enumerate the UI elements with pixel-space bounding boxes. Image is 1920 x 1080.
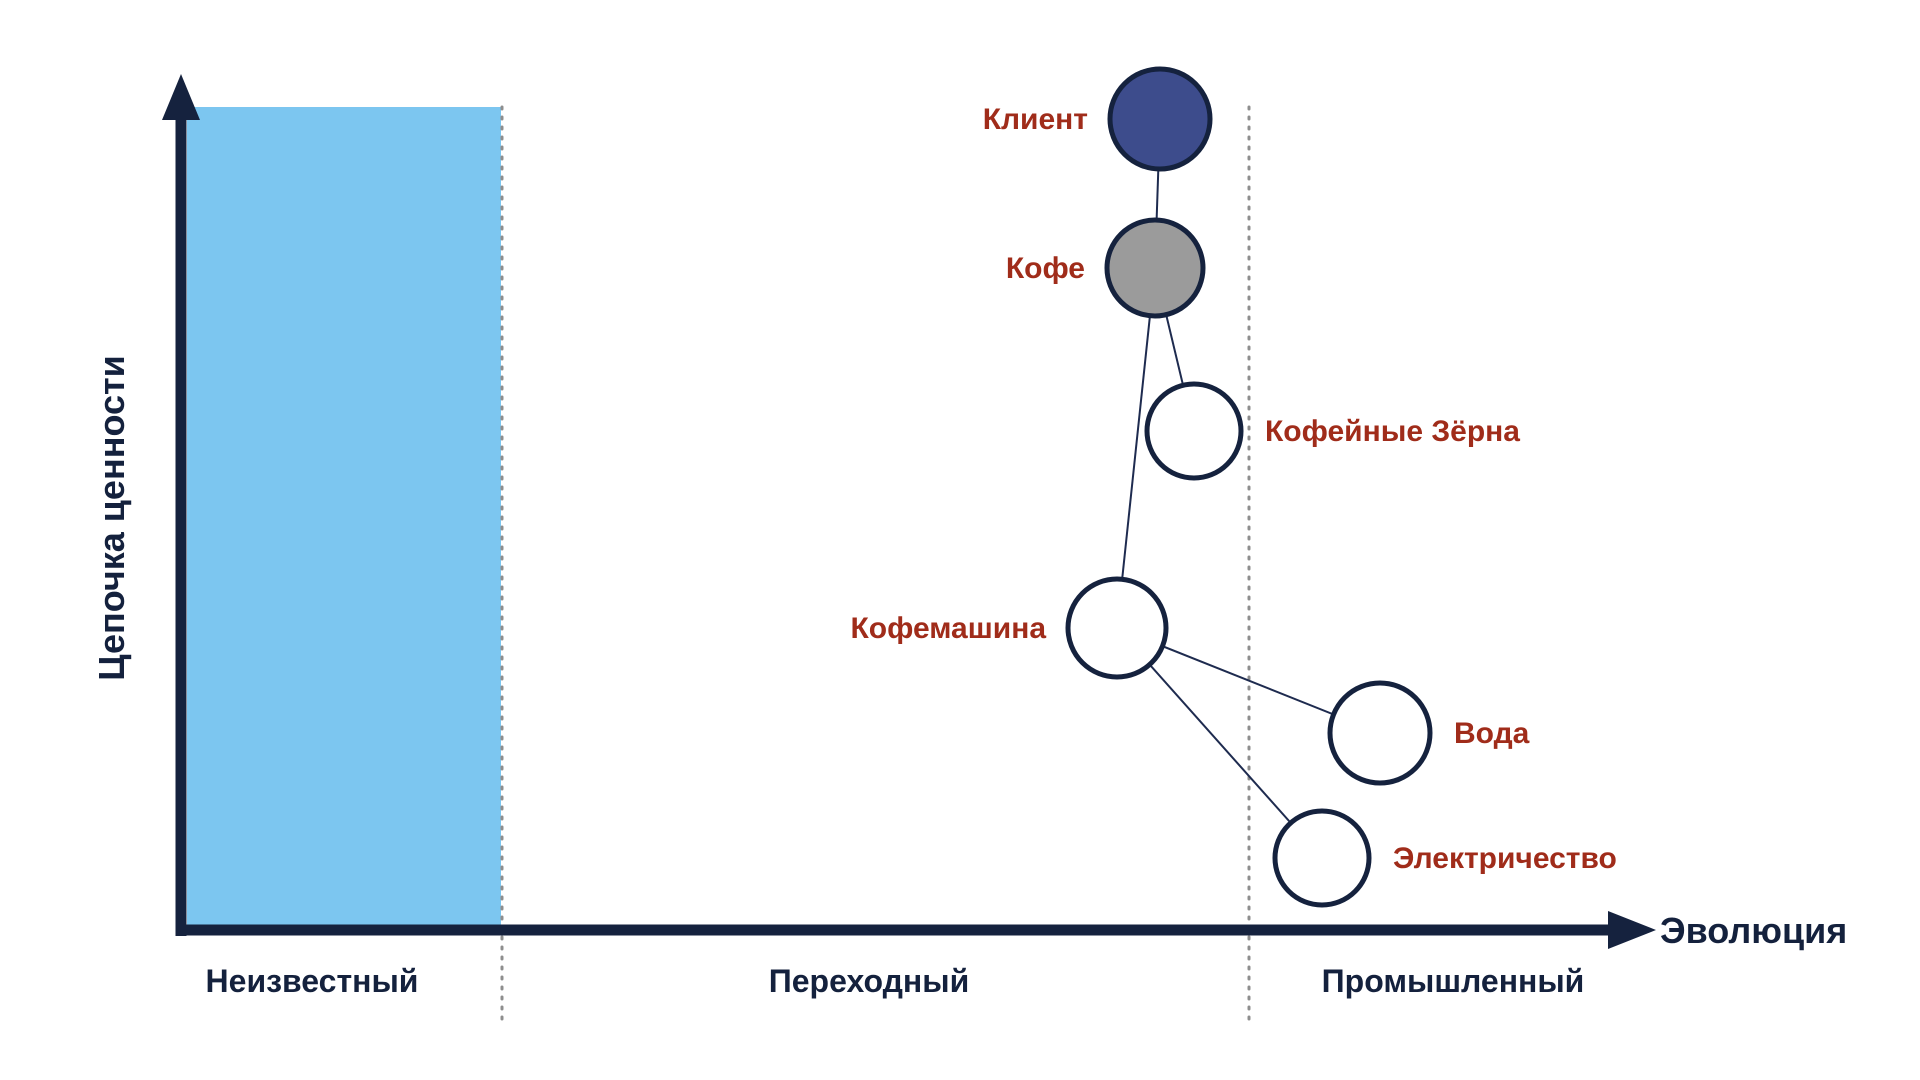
node-client	[1107, 66, 1213, 172]
x-axis-label: Эволюция	[1660, 910, 1847, 951]
node-electricity	[1272, 808, 1372, 908]
nodes-layer	[1065, 66, 1433, 908]
x-axis	[176, 911, 1656, 949]
node-label-water: Вода	[1454, 717, 1530, 750]
stage-label-industrial: Промышленный	[1322, 963, 1585, 999]
node-label-beans: Кофейные Зёрна	[1265, 415, 1520, 448]
stage-label-transitional: Переходный	[769, 963, 969, 999]
unknown-region	[187, 107, 501, 925]
edge-coffee-machine	[1116, 267, 1156, 629]
node-label-client: Клиент	[983, 103, 1088, 136]
node-beans	[1144, 381, 1244, 481]
stage-label-unknown: Неизвестный	[206, 963, 419, 999]
node-label-machine: Кофемашина	[850, 612, 1046, 645]
y-axis-label: Цепочка ценности	[91, 355, 132, 680]
node-water	[1327, 680, 1433, 786]
y-axis	[162, 74, 200, 936]
x-axis-arrowhead	[1608, 911, 1656, 949]
node-labels-layer: Клиент Кофе Кофейные Зёрна Кофемашина Вода Эл…	[850, 103, 1616, 875]
node-coffee	[1104, 217, 1206, 319]
y-axis-arrowhead	[162, 74, 200, 120]
node-label-electricity: Электричество	[1393, 842, 1617, 875]
node-machine	[1065, 576, 1169, 680]
node-label-coffee: Кофе	[1006, 252, 1085, 285]
